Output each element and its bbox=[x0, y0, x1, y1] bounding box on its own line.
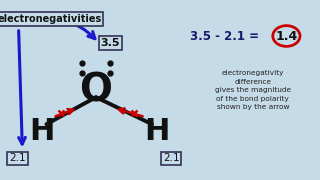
Text: 2.1: 2.1 bbox=[163, 153, 180, 163]
Text: electronegativities: electronegativities bbox=[0, 14, 102, 24]
Text: O: O bbox=[79, 71, 113, 109]
Text: H: H bbox=[144, 117, 170, 146]
Text: electronegativity
difference
gives the magnitude
of the bond polarity
shown by t: electronegativity difference gives the m… bbox=[215, 70, 291, 110]
Text: 1.4: 1.4 bbox=[275, 30, 298, 42]
Text: H: H bbox=[29, 117, 54, 146]
Text: 2.1: 2.1 bbox=[9, 153, 26, 163]
Text: 3.5 - 2.1 =: 3.5 - 2.1 = bbox=[190, 30, 264, 42]
Text: 3.5: 3.5 bbox=[101, 38, 120, 48]
